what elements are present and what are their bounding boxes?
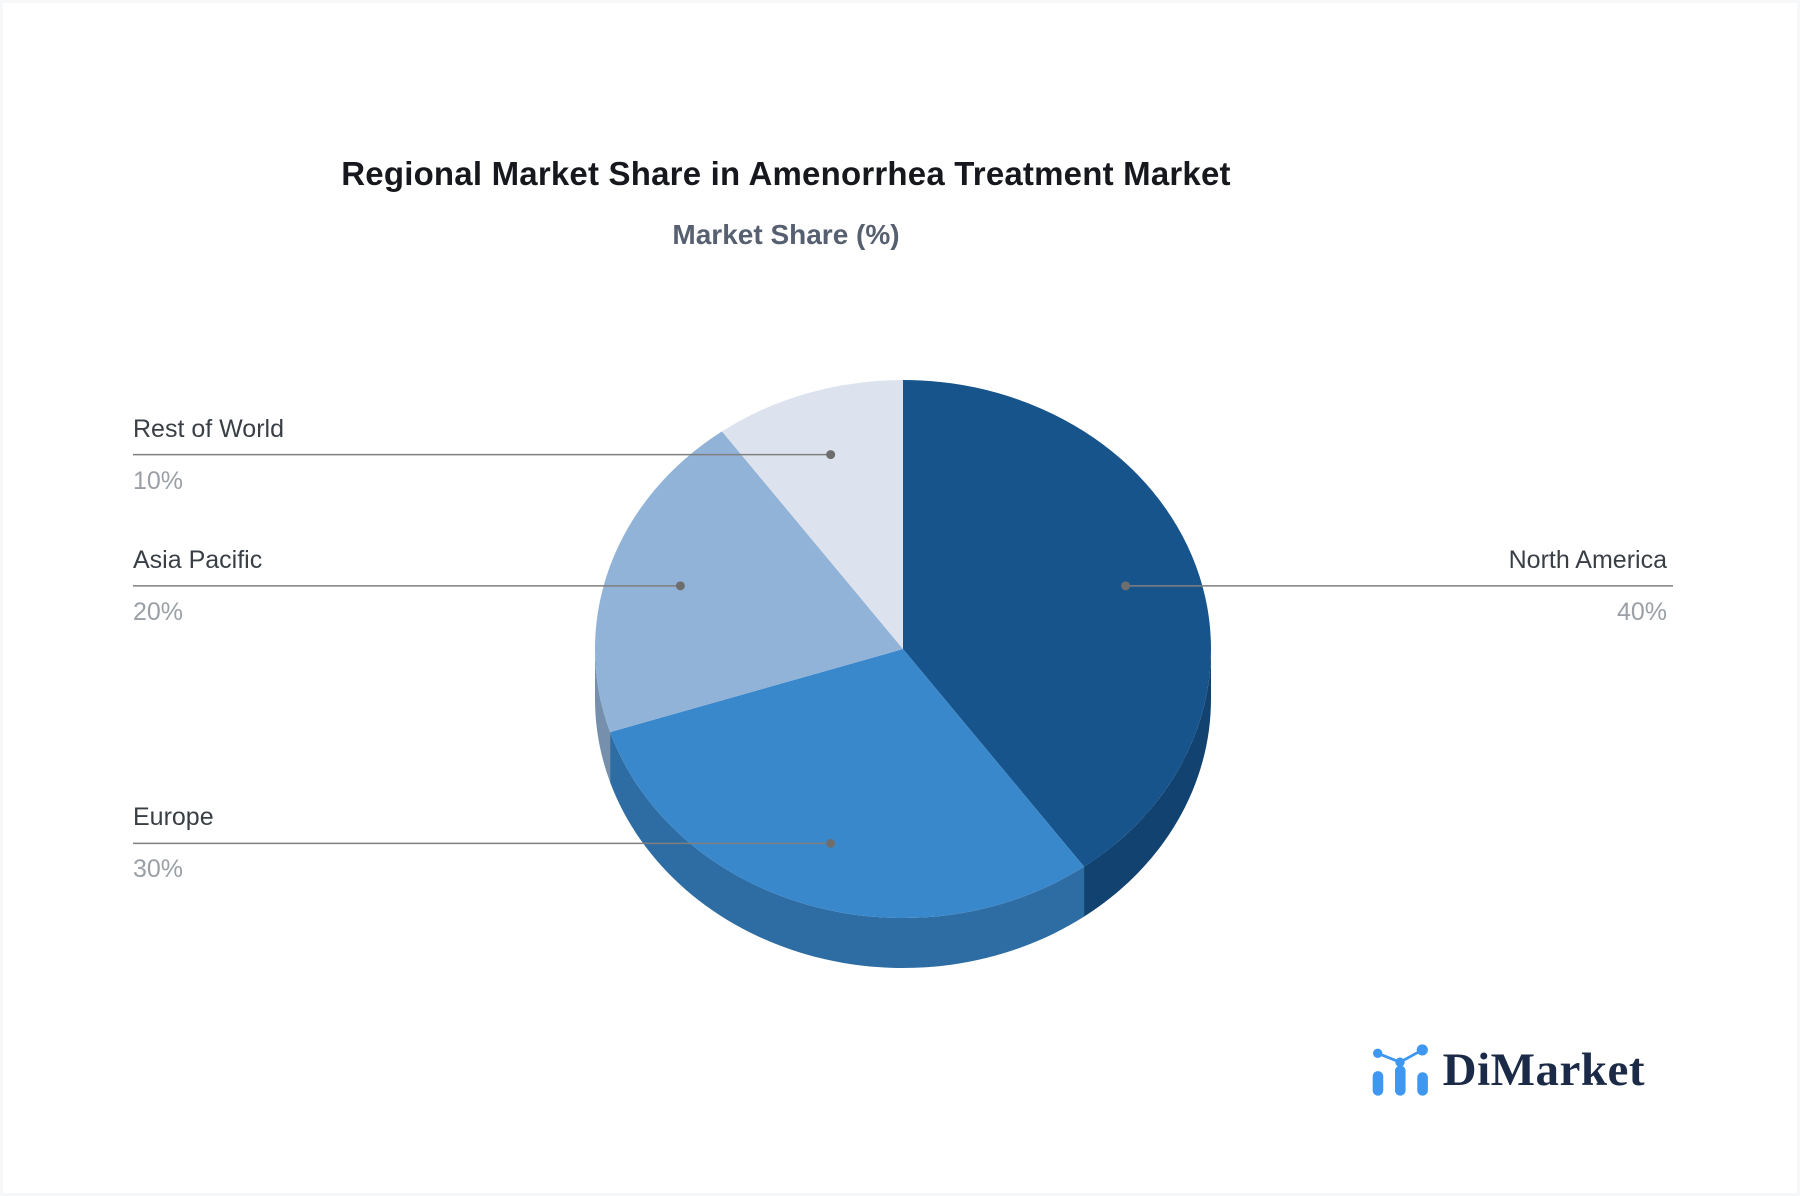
- leader-dot-rest-of-world: [826, 450, 836, 460]
- pie-slice-side-europe: [610, 732, 1085, 968]
- pie-slice-europe[interactable]: [610, 649, 1085, 918]
- bar-line-chart-icon: [1372, 1044, 1428, 1096]
- slice-value-north-america: 40%: [1616, 597, 1667, 626]
- pie-slice-asia-pacific[interactable]: [594, 431, 903, 733]
- chart-title: Regional Market Share in Amenorrhea Trea…: [341, 155, 1231, 192]
- slice-label-europe: Europe: [133, 803, 214, 832]
- pie-chart: [133, 380, 1673, 968]
- slice-label-rest-of-world: Rest of World: [133, 414, 284, 443]
- slice-value-europe: 30%: [133, 855, 184, 884]
- pie-slice-north-america[interactable]: [903, 380, 1211, 867]
- leader-dot-europe: [826, 838, 836, 848]
- slice-value-asia-pacific: 20%: [133, 597, 184, 626]
- brand-name: DiMarket: [1442, 1044, 1645, 1096]
- slice-value-rest-of-world: 10%: [133, 466, 184, 495]
- pie-slice-side-asia-pacific: [595, 649, 611, 783]
- pie-slice-rest-of-world[interactable]: [721, 380, 903, 649]
- brand-logo: DiMarket: [1371, 1043, 1645, 1097]
- slice-label-north-america: North America: [1508, 545, 1667, 574]
- chart-subtitle: Market Share (%): [672, 219, 900, 250]
- leader-dot-asia-pacific: [675, 581, 685, 591]
- leader-dot-north-america: [1121, 581, 1131, 591]
- pie-slice-side-north-america: [1084, 649, 1211, 917]
- slice-label-asia-pacific: Asia Pacific: [133, 545, 263, 574]
